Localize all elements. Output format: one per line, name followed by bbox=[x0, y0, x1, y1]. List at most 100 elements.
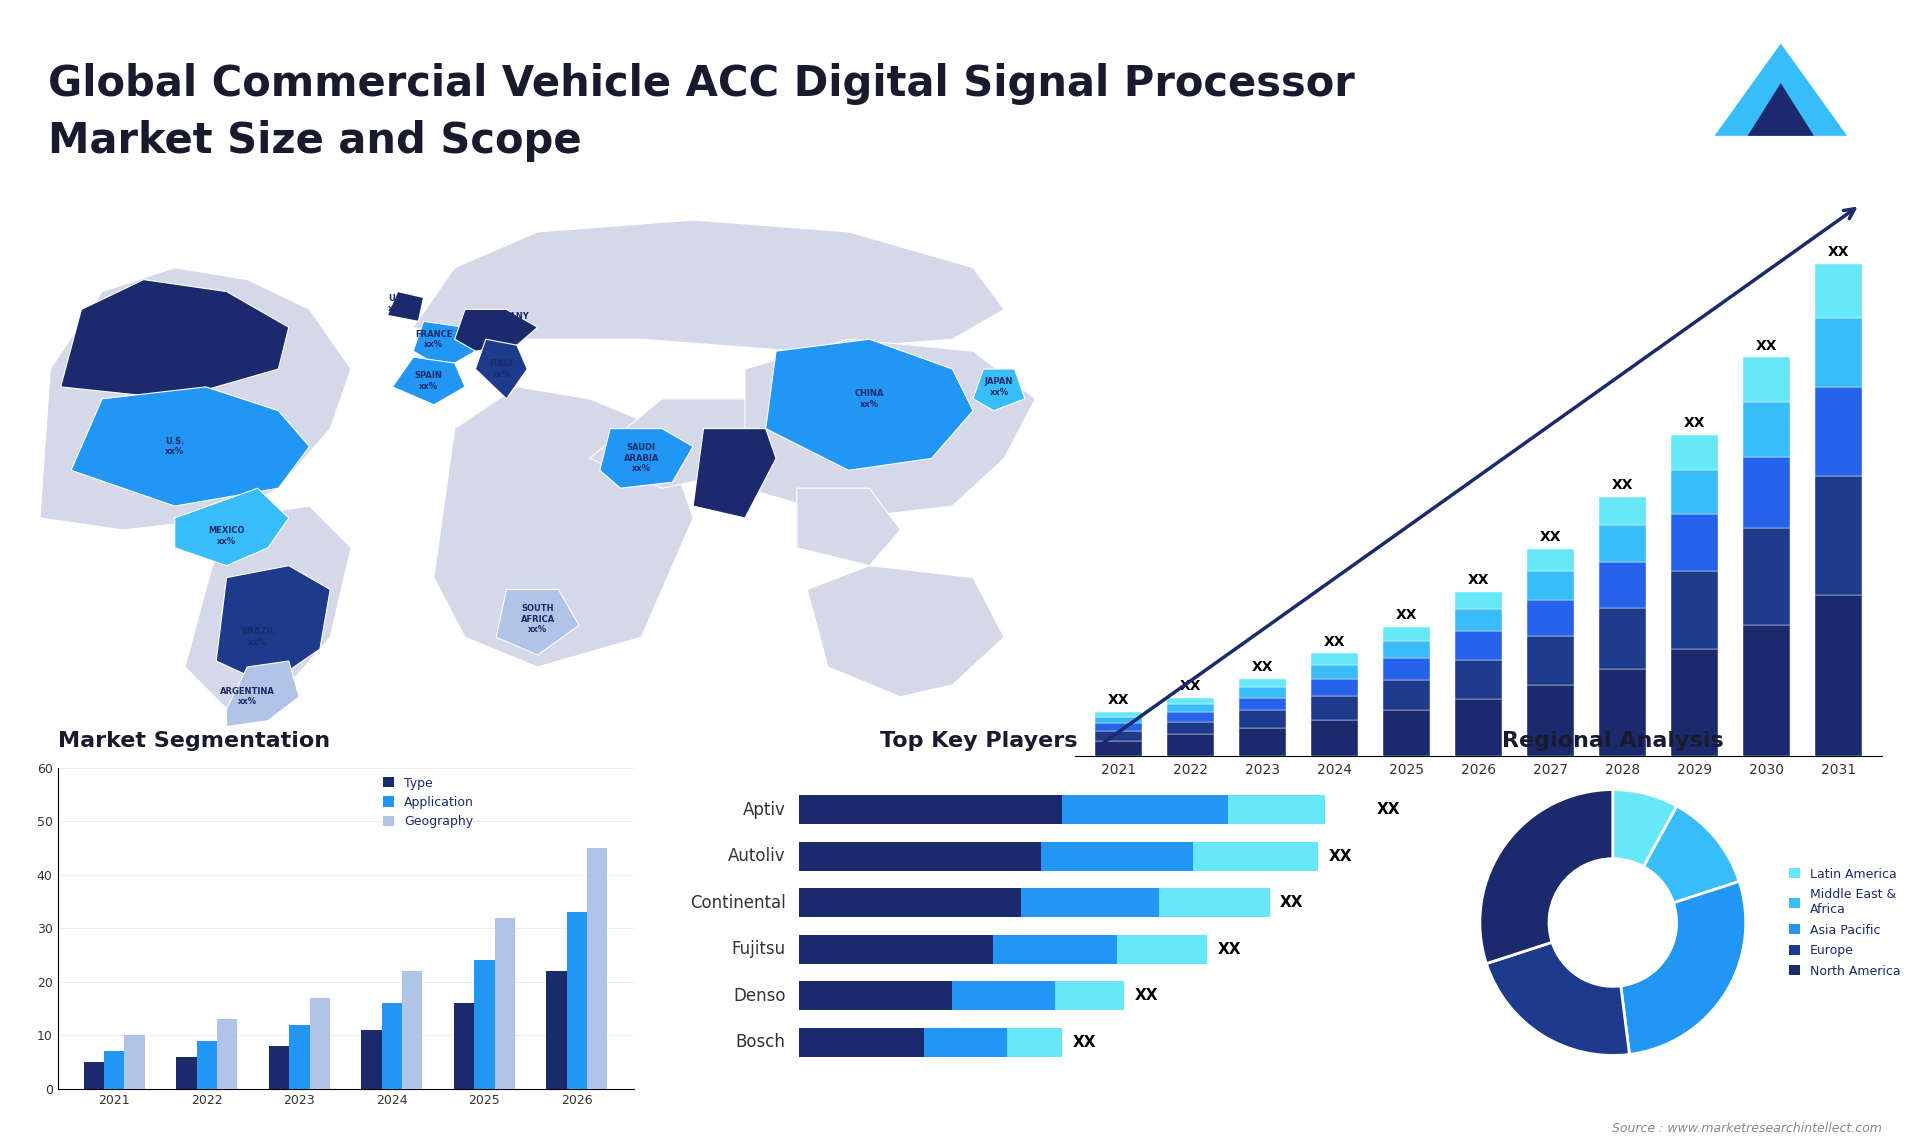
Text: Bosch: Bosch bbox=[735, 1034, 785, 1051]
Polygon shape bbox=[797, 488, 900, 566]
Text: XX: XX bbox=[1329, 848, 1352, 864]
Text: JAPAN
xx%: JAPAN xx% bbox=[985, 377, 1014, 397]
Polygon shape bbox=[745, 339, 1035, 518]
FancyBboxPatch shape bbox=[799, 1028, 924, 1057]
Polygon shape bbox=[1715, 44, 1847, 136]
Text: Source : www.marketresearchintellect.com: Source : www.marketresearchintellect.com bbox=[1611, 1122, 1882, 1135]
Bar bbox=[1311, 697, 1357, 720]
Text: CHINA
xx%: CHINA xx% bbox=[854, 390, 883, 408]
Polygon shape bbox=[766, 339, 973, 470]
Legend: Type, Application, Geography: Type, Application, Geography bbox=[380, 774, 476, 831]
Text: XX: XX bbox=[1323, 635, 1346, 649]
Bar bbox=[125, 1035, 144, 1089]
FancyBboxPatch shape bbox=[1021, 888, 1160, 917]
Bar bbox=[309, 998, 330, 1089]
Bar bbox=[1455, 631, 1501, 660]
FancyBboxPatch shape bbox=[1229, 795, 1367, 824]
Polygon shape bbox=[693, 429, 776, 518]
Bar bbox=[401, 971, 422, 1089]
Bar bbox=[547, 971, 566, 1089]
Bar bbox=[1526, 571, 1574, 599]
Text: U.S.
xx%: U.S. xx% bbox=[165, 437, 184, 456]
Bar bbox=[1167, 735, 1213, 756]
FancyBboxPatch shape bbox=[799, 841, 1041, 871]
Bar bbox=[1238, 678, 1286, 686]
Polygon shape bbox=[413, 220, 1004, 351]
Text: INDIA
xx%: INDIA xx% bbox=[716, 461, 743, 480]
Text: SOUTH
AFRICA
xx%: SOUTH AFRICA xx% bbox=[520, 604, 555, 634]
Polygon shape bbox=[71, 387, 309, 507]
Text: U.K.
xx%: U.K. xx% bbox=[388, 293, 407, 313]
Bar bbox=[1167, 722, 1213, 735]
Bar bbox=[1743, 358, 1789, 402]
Bar bbox=[1455, 699, 1501, 756]
Text: Continental: Continental bbox=[689, 894, 785, 911]
Polygon shape bbox=[973, 369, 1025, 410]
Bar bbox=[1670, 571, 1718, 649]
Polygon shape bbox=[227, 661, 300, 727]
Wedge shape bbox=[1480, 790, 1613, 964]
Text: Regional Analysis: Regional Analysis bbox=[1501, 731, 1724, 751]
Bar bbox=[1599, 562, 1645, 607]
Text: XX: XX bbox=[1179, 680, 1202, 693]
Bar bbox=[1238, 711, 1286, 728]
Text: ITALY
xx%: ITALY xx% bbox=[490, 360, 515, 378]
FancyBboxPatch shape bbox=[1056, 981, 1125, 1010]
Text: XX: XX bbox=[1252, 660, 1273, 674]
Bar bbox=[566, 912, 588, 1089]
Bar bbox=[217, 1019, 238, 1089]
Text: Market Size and Scope: Market Size and Scope bbox=[48, 120, 582, 163]
Bar bbox=[1382, 658, 1430, 681]
Bar bbox=[1814, 595, 1862, 756]
Bar bbox=[1814, 387, 1862, 476]
Bar bbox=[1599, 496, 1645, 525]
Bar bbox=[1743, 402, 1789, 457]
Bar bbox=[1238, 728, 1286, 756]
Text: XX: XX bbox=[1217, 942, 1240, 957]
Polygon shape bbox=[589, 399, 766, 488]
Bar bbox=[1526, 549, 1574, 571]
Bar bbox=[1743, 625, 1789, 756]
Bar bbox=[1670, 515, 1718, 571]
Text: XX: XX bbox=[1755, 339, 1778, 353]
Text: XX: XX bbox=[1540, 531, 1561, 544]
Text: XX: XX bbox=[1281, 895, 1304, 910]
Polygon shape bbox=[495, 589, 580, 656]
FancyBboxPatch shape bbox=[799, 935, 993, 964]
Text: XX: XX bbox=[1073, 1035, 1096, 1050]
Bar bbox=[1094, 716, 1142, 723]
Text: MARKET: MARKET bbox=[1759, 136, 1803, 146]
Text: INTELLECT: INTELLECT bbox=[1753, 166, 1809, 175]
Text: MEXICO
xx%: MEXICO xx% bbox=[207, 526, 246, 545]
Bar bbox=[1670, 649, 1718, 756]
Bar bbox=[1094, 712, 1142, 716]
Polygon shape bbox=[40, 268, 351, 529]
Legend: Latin America, Middle East &
Africa, Asia Pacific, Europe, North America: Latin America, Middle East & Africa, Asi… bbox=[1786, 864, 1905, 981]
FancyBboxPatch shape bbox=[1006, 1028, 1062, 1057]
Bar bbox=[1238, 698, 1286, 711]
Bar bbox=[290, 1025, 309, 1089]
Text: FRANCE
xx%: FRANCE xx% bbox=[415, 330, 453, 348]
Wedge shape bbox=[1644, 806, 1740, 903]
Bar bbox=[1599, 607, 1645, 669]
Polygon shape bbox=[392, 358, 465, 405]
Polygon shape bbox=[388, 291, 424, 321]
Bar bbox=[196, 1041, 217, 1089]
Bar bbox=[1670, 435, 1718, 470]
Bar bbox=[269, 1046, 290, 1089]
Bar bbox=[1167, 704, 1213, 712]
Text: GERMANY
xx%: GERMANY xx% bbox=[484, 312, 530, 331]
Bar bbox=[1526, 636, 1574, 685]
Text: SAUDI
ARABIA
xx%: SAUDI ARABIA xx% bbox=[624, 444, 659, 473]
Polygon shape bbox=[806, 566, 1004, 697]
Bar bbox=[382, 1003, 401, 1089]
Bar bbox=[1382, 681, 1430, 711]
Bar bbox=[1094, 740, 1142, 756]
Bar bbox=[474, 960, 495, 1089]
Polygon shape bbox=[455, 309, 538, 351]
Text: RESEARCH: RESEARCH bbox=[1755, 150, 1807, 159]
Text: Top Key Players: Top Key Players bbox=[881, 731, 1077, 751]
Polygon shape bbox=[1747, 84, 1814, 136]
Bar bbox=[1311, 665, 1357, 678]
Polygon shape bbox=[599, 429, 693, 488]
